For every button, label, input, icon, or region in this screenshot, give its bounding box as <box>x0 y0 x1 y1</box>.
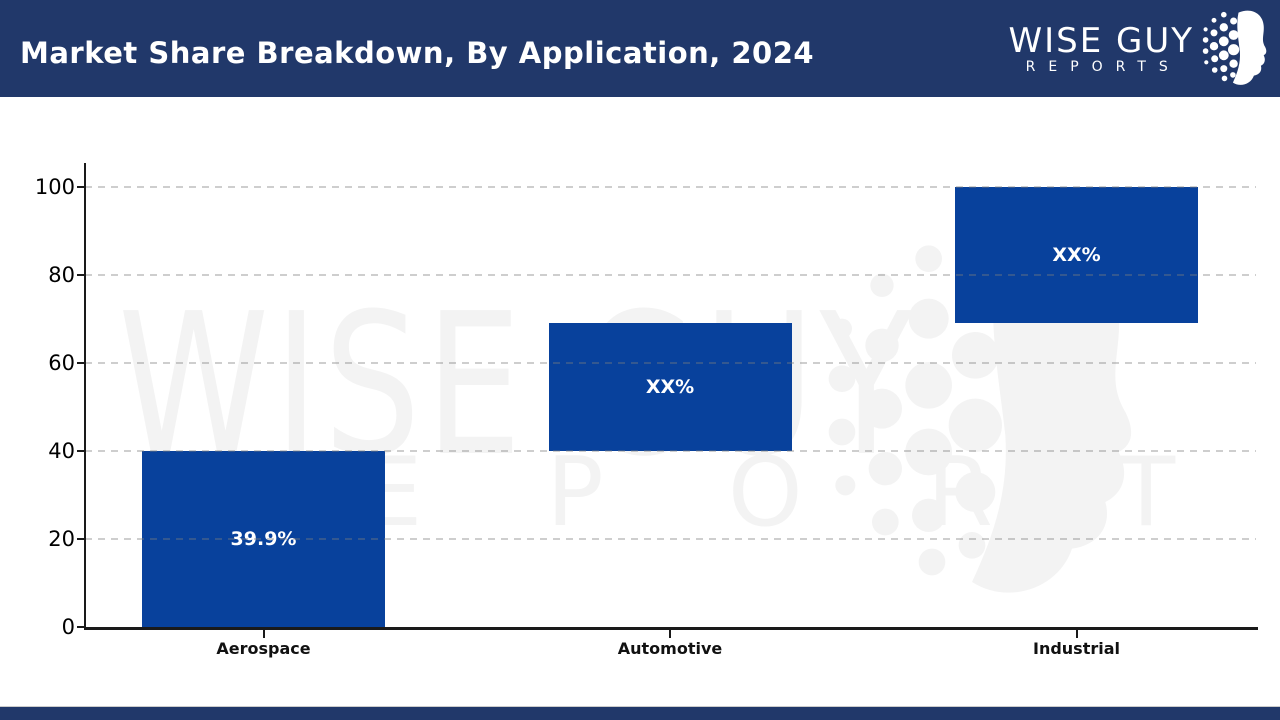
x-axis-label-aerospace: Aerospace <box>216 639 311 658</box>
x-tick-mark-automotive <box>669 630 671 638</box>
footer-bar <box>0 706 1280 720</box>
bar-automotive: XX% <box>548 323 792 452</box>
bar-industrial: XX% <box>955 186 1198 324</box>
gridline-80 <box>85 273 1256 276</box>
y-axis-line <box>84 163 86 629</box>
logo-text: WISE GUY REPORTS <box>1008 23 1194 75</box>
y-tick-label-100: 100 <box>34 174 75 199</box>
gridline-100 <box>85 185 1256 188</box>
y-tick-mark-0 <box>77 626 85 628</box>
y-tick-mark-20 <box>77 537 85 540</box>
bar-value-label-aerospace: 39.9% <box>230 528 297 551</box>
bar-value-label-automotive: XX% <box>645 376 695 399</box>
y-tick-label-20: 20 <box>48 526 75 551</box>
logo-reports-text: REPORTS <box>1025 59 1181 75</box>
chart-title: Market Share Breakdown, By Application, … <box>20 36 815 70</box>
gridline-40 <box>85 449 1256 452</box>
gridline-20 <box>85 537 1256 540</box>
y-tick-label-0: 0 <box>61 615 75 639</box>
y-tick-mark-100 <box>77 185 85 188</box>
y-tick-mark-80 <box>77 273 85 276</box>
x-axis-label-industrial: Industrial <box>1032 639 1120 658</box>
wise-guy-reports-logo: WISE GUY REPORTS <box>1008 6 1272 92</box>
bar-value-label-industrial: XX% <box>1052 243 1101 266</box>
y-tick-label-80: 80 <box>48 262 75 287</box>
y-tick-mark-40 <box>77 449 85 452</box>
x-tick-mark-aerospace <box>262 630 265 638</box>
x-tick-mark-industrial <box>1075 630 1078 638</box>
x-axis-line <box>84 627 1258 630</box>
logo-wiseguy-text: WISE GUY <box>1008 21 1194 61</box>
x-axis-label-automotive: Automotive <box>617 639 723 658</box>
y-tick-label-60: 60 <box>48 350 75 375</box>
bar-aerospace: 39.9% <box>142 451 385 627</box>
header-bar: Market Share Breakdown, By Application, … <box>0 0 1280 97</box>
y-tick-mark-60 <box>77 361 85 364</box>
gridline-60 <box>85 361 1256 364</box>
logo-face-icon <box>1198 7 1272 91</box>
y-tick-label-40: 40 <box>48 438 75 463</box>
